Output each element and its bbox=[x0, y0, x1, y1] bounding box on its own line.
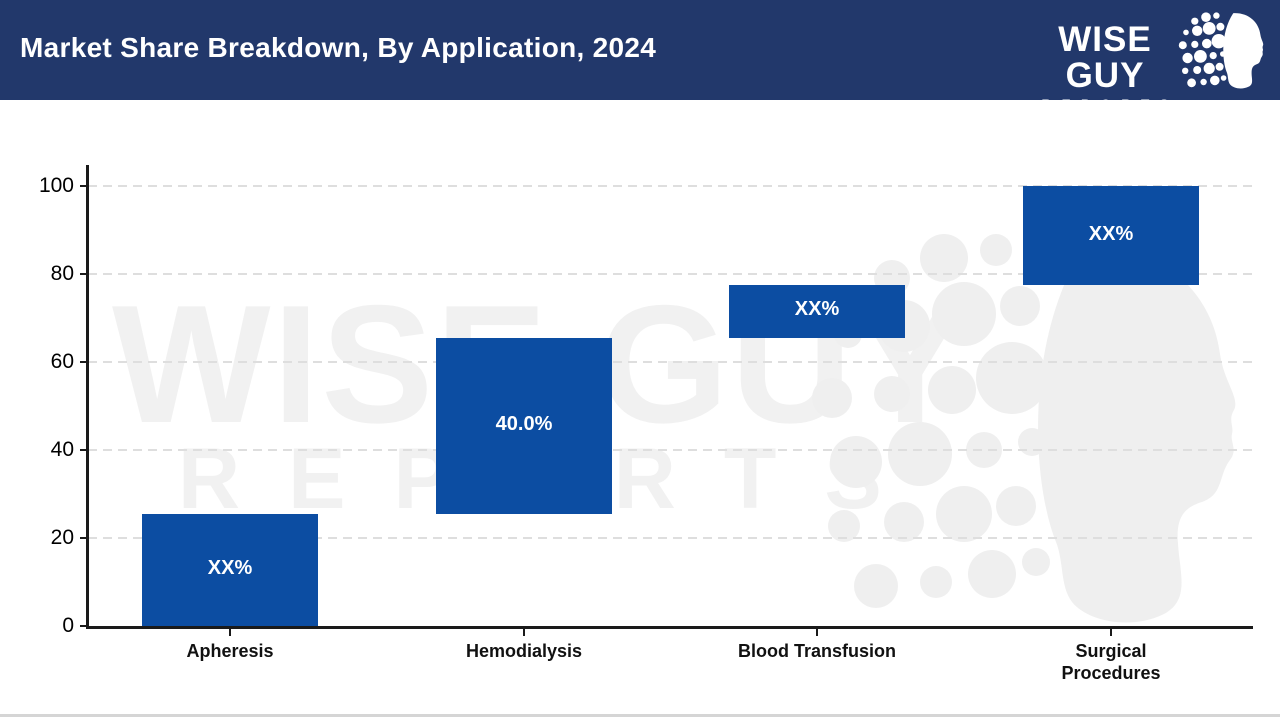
x-tick-label-surgical-procedures: Surgical Procedures bbox=[1061, 641, 1161, 683]
x-tick-label-blood-transfusion: Blood Transfusion bbox=[737, 641, 896, 661]
brand-logo-name: WISE GUY bbox=[1058, 20, 1152, 95]
x-tick-mark bbox=[1110, 628, 1112, 636]
x-tick-mark bbox=[229, 628, 231, 636]
y-tick-mark bbox=[80, 449, 88, 451]
chart-title: Market Share Breakdown, By Application, … bbox=[20, 32, 657, 63]
x-tick-mark bbox=[523, 628, 525, 636]
bar-segment-surgical-procedures: XX% bbox=[1023, 186, 1199, 285]
bar-segment-blood-transfusion: XX% bbox=[729, 285, 905, 338]
y-tick-label: 100 bbox=[38, 174, 74, 197]
bar-value-label: XX% bbox=[1088, 222, 1134, 245]
footer-rule bbox=[0, 714, 1280, 717]
gridline-y20 bbox=[88, 537, 1253, 539]
brand-logo-text: WISE GUY REPORTS bbox=[1016, 22, 1194, 113]
y-tick-label: 80 bbox=[50, 262, 74, 285]
y-tick-mark bbox=[80, 361, 88, 363]
x-tick-mark bbox=[816, 628, 818, 636]
y-axis bbox=[86, 165, 89, 628]
bar-value-label: XX% bbox=[794, 298, 840, 321]
y-tick-label: 20 bbox=[50, 526, 74, 549]
y-tick-mark bbox=[80, 625, 88, 627]
y-tick-label: 40 bbox=[50, 438, 74, 461]
brand-head-icon bbox=[1178, 12, 1264, 89]
y-tick-mark bbox=[80, 185, 88, 187]
brand-logo-subname: REPORTS bbox=[1041, 96, 1179, 112]
bar-segment-apheresis: XX% bbox=[142, 513, 318, 626]
header-bar: Market Share Breakdown, By Application, … bbox=[0, 0, 1280, 112]
gridline-y100 bbox=[88, 185, 1253, 187]
x-tick-label-apheresis: Apheresis bbox=[186, 641, 274, 661]
x-axis bbox=[86, 626, 1253, 629]
bar-value-label: 40.0% bbox=[495, 412, 553, 435]
y-tick-mark bbox=[80, 537, 88, 539]
x-tick-label-hemodialysis: Hemodialysis bbox=[465, 641, 583, 661]
gridline-y60 bbox=[88, 361, 1253, 363]
y-tick-mark bbox=[80, 273, 88, 275]
bar-segment-hemodialysis: 40.0% bbox=[436, 337, 612, 514]
brand-logo: WISE GUY REPORTS bbox=[1016, 10, 1266, 112]
gridline-y80 bbox=[88, 273, 1253, 275]
bar-value-label: XX% bbox=[207, 556, 253, 579]
gridline-y40 bbox=[88, 449, 1253, 451]
y-tick-label: 0 bbox=[62, 614, 74, 637]
y-tick-label: 60 bbox=[50, 350, 74, 373]
